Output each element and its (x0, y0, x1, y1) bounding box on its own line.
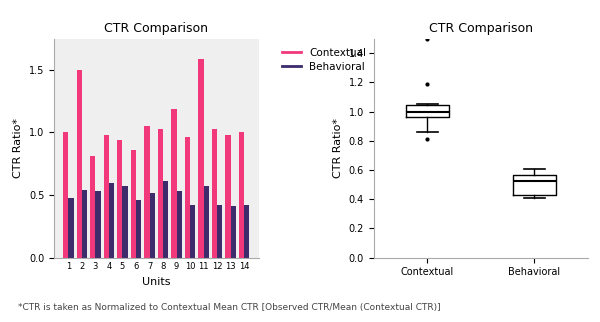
Bar (122, 186, 128, 258)
Bar (95, 191, 101, 258)
Title: CTR Comparison: CTR Comparison (104, 22, 208, 35)
Bar (212, 129, 217, 258)
Bar (226, 135, 230, 258)
Bar (217, 205, 222, 258)
Bar (185, 137, 190, 258)
Y-axis label: CTR Ratio*: CTR Ratio* (13, 118, 23, 178)
Bar (163, 181, 168, 258)
Bar (244, 205, 249, 258)
Bar (77, 70, 82, 258)
Bar (68, 197, 74, 258)
Bar (203, 186, 209, 258)
Bar (199, 59, 203, 258)
Bar (131, 150, 136, 258)
Y-axis label: CTR Ratio*: CTR Ratio* (333, 118, 343, 178)
Bar (190, 205, 195, 258)
Bar (136, 200, 141, 258)
Bar (118, 140, 122, 258)
Bar (172, 109, 176, 258)
Bar (82, 190, 87, 258)
Bar (230, 206, 236, 258)
Bar (239, 132, 244, 258)
Bar (158, 129, 163, 258)
Bar (91, 156, 95, 258)
X-axis label: Units: Units (142, 277, 170, 287)
Bar (149, 193, 155, 258)
Bar (145, 126, 149, 258)
Legend: Contextual, Behavioral: Contextual, Behavioral (278, 44, 371, 76)
Bar (109, 183, 114, 258)
Bar (176, 191, 182, 258)
Title: CTR Comparison: CTR Comparison (429, 22, 533, 35)
Bar (104, 135, 109, 258)
Bar (63, 132, 68, 258)
Text: *CTR is taken as Normalized to Contextual Mean CTR [Observed CTR/Mean (Contextua: *CTR is taken as Normalized to Contextua… (18, 303, 440, 312)
